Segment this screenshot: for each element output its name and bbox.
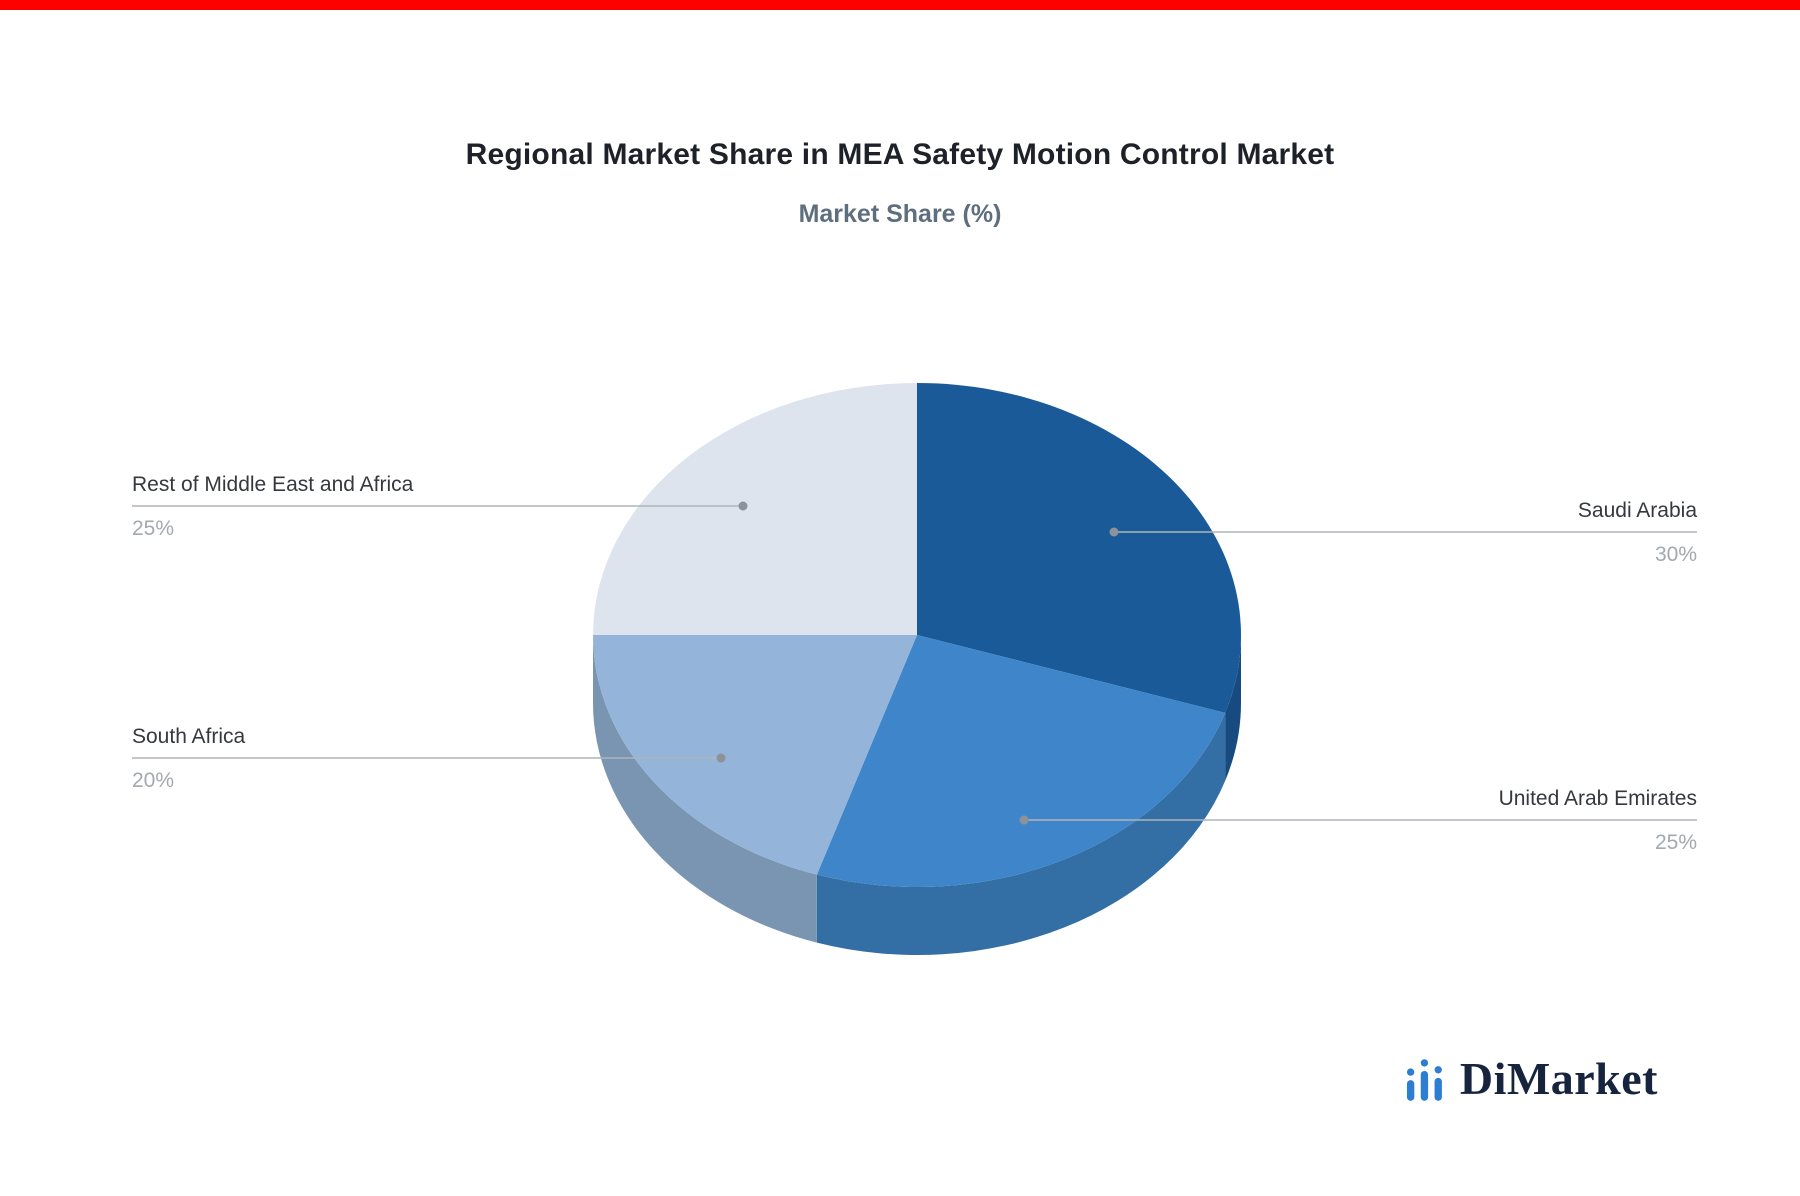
- pie-slice-side: [593, 635, 817, 943]
- chart-subtitle: Market Share (%): [798, 200, 1002, 228]
- slice-name: Rest of Middle East and Africa: [132, 473, 414, 496]
- logo-text: DiMarket: [1459, 1053, 1658, 1104]
- pie-slice-rest-of-middle-east-and-africa[interactable]: [593, 383, 917, 635]
- pie-slice-side: [816, 712, 1226, 956]
- chart-title: Regional Market Share in MEA Safety Moti…: [465, 138, 1335, 171]
- leader-dot: [738, 501, 748, 511]
- pie-slice-united-arab-emirates[interactable]: [816, 635, 1226, 888]
- leader-dot: [1019, 815, 1029, 825]
- slice-value: 20%: [132, 769, 175, 792]
- slice-value: 25%: [132, 517, 175, 540]
- bar-chart-icon: [1406, 1058, 1442, 1101]
- slice-name: South Africa: [132, 725, 246, 748]
- title-block: Regional Market Share in MEA Safety Moti…: [0, 138, 1800, 229]
- pie-slice-south-africa[interactable]: [593, 635, 917, 875]
- pie-slice-saudi-arabia[interactable]: [917, 383, 1241, 713]
- slice-value: 25%: [1654, 831, 1697, 854]
- top-red-strip: [0, 0, 1800, 10]
- slice-name: United Arab Emirates: [1498, 787, 1697, 810]
- pie-slice-side: [1225, 635, 1241, 781]
- leader-dot: [1109, 527, 1119, 537]
- slice-name: Saudi Arabia: [1577, 499, 1697, 522]
- leader-dot: [716, 753, 726, 763]
- dimarket-logo: DiMarket: [1402, 1052, 1658, 1105]
- slice-value: 30%: [1654, 543, 1697, 566]
